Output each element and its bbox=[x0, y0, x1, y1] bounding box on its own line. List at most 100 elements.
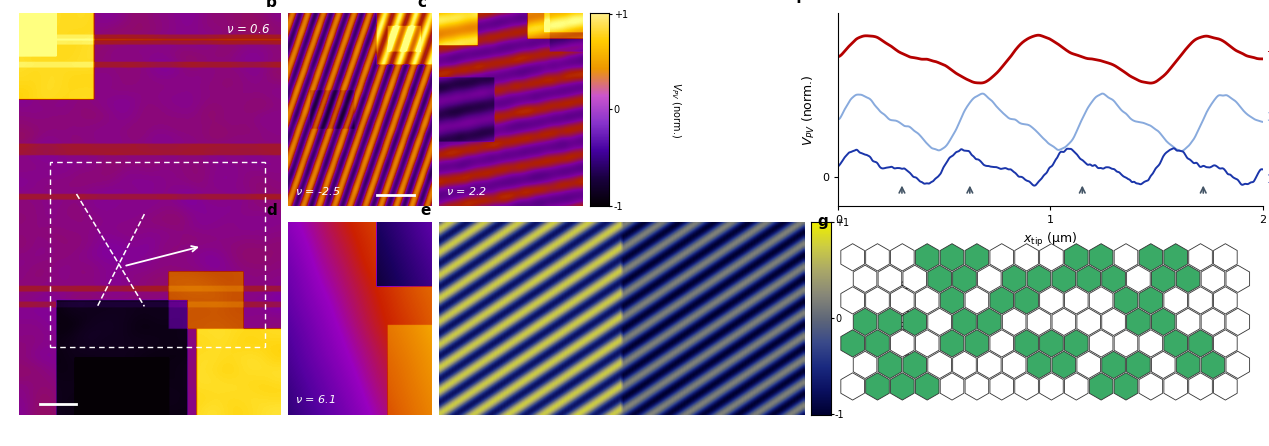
Polygon shape bbox=[891, 373, 914, 400]
Polygon shape bbox=[1089, 373, 1113, 400]
Polygon shape bbox=[1015, 373, 1038, 400]
Polygon shape bbox=[1089, 287, 1113, 314]
Polygon shape bbox=[966, 244, 989, 271]
Polygon shape bbox=[1039, 373, 1063, 400]
Polygon shape bbox=[966, 373, 989, 400]
Polygon shape bbox=[1176, 308, 1200, 335]
Text: 70 K: 70 K bbox=[1266, 50, 1269, 63]
Text: 30 K: 30 K bbox=[1266, 111, 1269, 124]
Polygon shape bbox=[1164, 373, 1188, 400]
Polygon shape bbox=[878, 265, 902, 293]
Text: $\nu$ = 2.2: $\nu$ = 2.2 bbox=[445, 185, 487, 197]
Polygon shape bbox=[1039, 287, 1063, 314]
Polygon shape bbox=[915, 373, 939, 400]
Polygon shape bbox=[1151, 351, 1175, 379]
Polygon shape bbox=[915, 244, 939, 271]
Polygon shape bbox=[990, 287, 1014, 314]
Polygon shape bbox=[1101, 351, 1126, 379]
Polygon shape bbox=[841, 244, 864, 271]
Polygon shape bbox=[891, 330, 914, 357]
Polygon shape bbox=[1015, 330, 1038, 357]
Text: b: b bbox=[266, 0, 277, 9]
Polygon shape bbox=[904, 265, 926, 293]
Polygon shape bbox=[1101, 265, 1126, 293]
Polygon shape bbox=[1140, 244, 1162, 271]
Polygon shape bbox=[1189, 287, 1212, 314]
Polygon shape bbox=[1114, 244, 1138, 271]
Polygon shape bbox=[1226, 351, 1250, 379]
Polygon shape bbox=[1176, 351, 1200, 379]
Polygon shape bbox=[977, 308, 1001, 335]
Polygon shape bbox=[891, 287, 914, 314]
Polygon shape bbox=[915, 330, 939, 357]
Polygon shape bbox=[990, 244, 1014, 271]
Polygon shape bbox=[990, 330, 1014, 357]
Polygon shape bbox=[1039, 330, 1063, 357]
Polygon shape bbox=[953, 308, 976, 335]
Text: e: e bbox=[420, 203, 431, 218]
Polygon shape bbox=[953, 265, 976, 293]
Polygon shape bbox=[1213, 244, 1237, 271]
Polygon shape bbox=[904, 351, 926, 379]
Polygon shape bbox=[1077, 265, 1100, 293]
Polygon shape bbox=[928, 351, 952, 379]
Polygon shape bbox=[865, 287, 890, 314]
Polygon shape bbox=[891, 244, 914, 271]
Text: d: d bbox=[266, 203, 277, 218]
Text: $\nu$ = 6.1: $\nu$ = 6.1 bbox=[294, 393, 335, 405]
Polygon shape bbox=[1151, 308, 1175, 335]
Polygon shape bbox=[1127, 351, 1150, 379]
Polygon shape bbox=[1027, 351, 1051, 379]
Polygon shape bbox=[853, 308, 877, 335]
Text: c: c bbox=[418, 0, 426, 9]
Polygon shape bbox=[966, 330, 989, 357]
Polygon shape bbox=[1213, 330, 1237, 357]
Polygon shape bbox=[977, 351, 1001, 379]
Polygon shape bbox=[904, 308, 926, 335]
Polygon shape bbox=[1202, 265, 1225, 293]
Polygon shape bbox=[1052, 351, 1076, 379]
Y-axis label: $V_{PV}$ (norm.): $V_{PV}$ (norm.) bbox=[801, 74, 817, 146]
Polygon shape bbox=[841, 373, 864, 400]
Polygon shape bbox=[953, 351, 976, 379]
Polygon shape bbox=[1164, 287, 1188, 314]
Text: f: f bbox=[796, 0, 802, 6]
Polygon shape bbox=[1089, 330, 1113, 357]
Polygon shape bbox=[940, 330, 964, 357]
Text: $\nu$ = -2.5: $\nu$ = -2.5 bbox=[294, 185, 340, 197]
Y-axis label: $V_{PV}$ (norm.): $V_{PV}$ (norm.) bbox=[669, 82, 683, 138]
Polygon shape bbox=[1039, 244, 1063, 271]
Polygon shape bbox=[977, 265, 1001, 293]
Polygon shape bbox=[1015, 287, 1038, 314]
Polygon shape bbox=[1052, 265, 1076, 293]
Polygon shape bbox=[878, 351, 902, 379]
Polygon shape bbox=[1226, 265, 1250, 293]
Y-axis label: $dV_{PV}/dx$ (norm.): $dV_{PV}/dx$ (norm.) bbox=[896, 279, 910, 357]
Polygon shape bbox=[865, 330, 890, 357]
Polygon shape bbox=[1140, 330, 1162, 357]
Polygon shape bbox=[841, 287, 864, 314]
Polygon shape bbox=[1202, 308, 1225, 335]
Polygon shape bbox=[1089, 244, 1113, 271]
Polygon shape bbox=[1151, 265, 1175, 293]
Polygon shape bbox=[940, 373, 964, 400]
Polygon shape bbox=[865, 244, 890, 271]
Polygon shape bbox=[1202, 351, 1225, 379]
Polygon shape bbox=[1065, 330, 1088, 357]
Text: 10 K: 10 K bbox=[1266, 173, 1269, 186]
Polygon shape bbox=[928, 265, 952, 293]
X-axis label: $x_\mathrm{tip}$ (μm): $x_\mathrm{tip}$ (μm) bbox=[1023, 231, 1077, 249]
Polygon shape bbox=[853, 265, 877, 293]
Polygon shape bbox=[1189, 373, 1212, 400]
Polygon shape bbox=[1065, 244, 1088, 271]
Polygon shape bbox=[1226, 308, 1250, 335]
Polygon shape bbox=[1114, 330, 1138, 357]
Polygon shape bbox=[1213, 373, 1237, 400]
Polygon shape bbox=[1127, 265, 1150, 293]
Polygon shape bbox=[865, 373, 890, 400]
Polygon shape bbox=[1213, 287, 1237, 314]
Polygon shape bbox=[1114, 373, 1138, 400]
Polygon shape bbox=[1164, 330, 1188, 357]
Text: g: g bbox=[817, 214, 827, 229]
Polygon shape bbox=[853, 351, 877, 379]
